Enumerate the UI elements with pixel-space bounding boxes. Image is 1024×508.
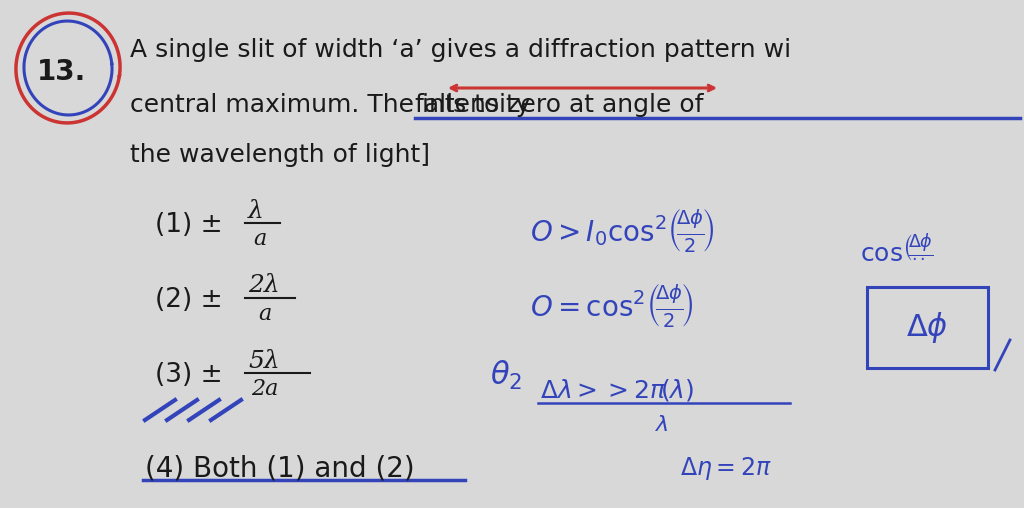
Text: $O > I_0 \cos^2\!\left(\!\frac{\Delta\phi}{2}\!\right)$: $O > I_0 \cos^2\!\left(\!\frac{\Delta\ph… [530, 206, 715, 254]
Text: $\Delta\eta = 2\pi$: $\Delta\eta = 2\pi$ [680, 455, 772, 482]
Text: falls to zero at angle of: falls to zero at angle of [415, 93, 703, 117]
Text: (1) ±: (1) ± [155, 212, 222, 238]
Text: A single slit of width ‘a’ gives a diffraction pattern wi: A single slit of width ‘a’ gives a diffr… [130, 38, 792, 62]
Text: $\theta_2$: $\theta_2$ [490, 359, 522, 392]
Text: $\lambda$: $\lambda$ [655, 414, 669, 436]
Text: (2) ±: (2) ± [155, 287, 222, 313]
Text: (3) ±: (3) ± [155, 362, 222, 388]
Text: 13.: 13. [37, 58, 87, 86]
Text: $\cos\!\left(\!\frac{\Delta\phi}{..}\!\right.$: $\cos\!\left(\!\frac{\Delta\phi}{..}\!\r… [860, 234, 934, 266]
Text: $O = \cos^2\!\left(\!\frac{\Delta\phi}{2}\!\right)$: $O = \cos^2\!\left(\!\frac{\Delta\phi}{2… [530, 281, 693, 329]
Text: the wavelength of light]: the wavelength of light] [130, 143, 430, 167]
Text: $\Delta\lambda >> 2\pi\!(\lambda)$: $\Delta\lambda >> 2\pi\!(\lambda)$ [540, 377, 694, 403]
Text: central maximum. The intensity: central maximum. The intensity [130, 93, 539, 117]
Text: (4) Both (1) and (2): (4) Both (1) and (2) [145, 454, 415, 482]
Text: λ: λ [248, 200, 264, 223]
Text: 2λ: 2λ [248, 274, 280, 298]
Text: 2a: 2a [251, 378, 279, 400]
Text: $\Delta\phi$: $\Delta\phi$ [906, 310, 948, 345]
Text: 5λ: 5λ [248, 350, 280, 372]
Text: a: a [258, 303, 271, 325]
Text: a: a [253, 228, 266, 250]
